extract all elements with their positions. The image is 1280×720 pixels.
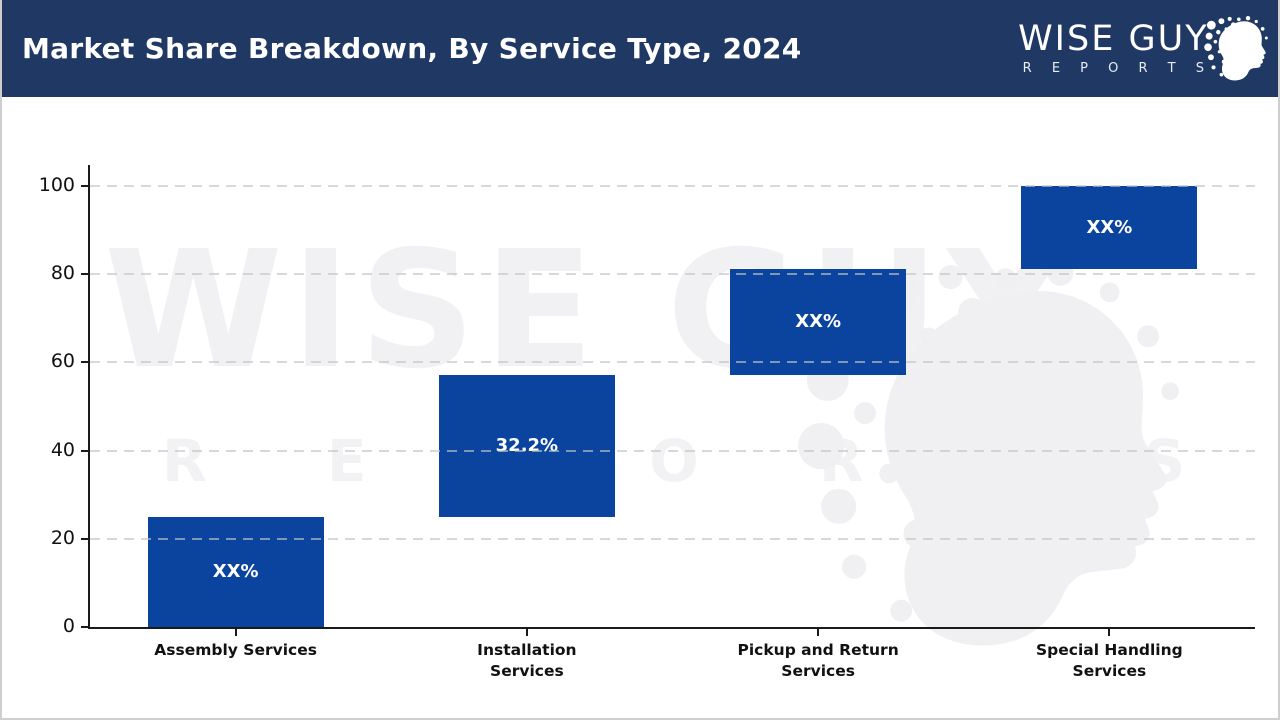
page-title: Market Share Breakdown, By Service Type,… [22, 32, 802, 65]
gridline-20 [90, 537, 1255, 540]
x-axis-category-label: Pickup and Return Services [737, 641, 899, 680]
report-header: Market Share Breakdown, By Service Type,… [2, 0, 1278, 97]
x-axis-tick [817, 628, 820, 636]
y-axis-tick-label: 80 [50, 262, 75, 285]
logo-subtext: R E P O R T S [1022, 60, 1212, 76]
bar-segment: 32.2% [438, 374, 615, 517]
bar-segment: XX% [1021, 186, 1198, 269]
y-axis-tick-label: 20 [50, 526, 75, 549]
y-axis-tick-60 [81, 361, 90, 364]
x-axis-category-label: Special Handling Services [1035, 641, 1183, 680]
logo-text: WISE GUY R E P O R T S [1015, 18, 1212, 76]
y-axis-tick-80 [81, 273, 90, 276]
y-axis-tick-0 [81, 626, 90, 628]
y-axis-tick-label: 0 [62, 615, 75, 637]
y-axis-tick-label: 60 [50, 350, 75, 373]
y-axis-tick-40 [81, 449, 90, 452]
bar-value-label: 32.2% [495, 435, 559, 457]
x-axis-tick [1108, 628, 1111, 636]
y-axis-tick-label: 100 [38, 174, 75, 196]
x-axis-category-label: Assembly Services [154, 641, 317, 659]
logo-face-icon [1204, 9, 1270, 89]
bar-segment: XX% [730, 268, 907, 375]
y-axis-tick-label: 40 [50, 438, 75, 461]
wiseguy-logo: WISE GUY R E P O R T S [1015, 9, 1278, 89]
y-axis-tick-20 [81, 537, 90, 540]
y-axis-line [88, 165, 90, 629]
x-axis-tick [234, 628, 237, 636]
bar-value-label: XX% [212, 561, 259, 583]
gridline-80 [90, 273, 1255, 276]
y-axis-tick-100 [81, 185, 90, 187]
gridline-60 [90, 361, 1255, 364]
bar-segment: XX% [147, 516, 324, 627]
bar-value-label: XX% [795, 311, 842, 333]
logo-wordmark: WISE GUY [1018, 18, 1209, 59]
gridline-40 [90, 449, 1255, 452]
x-axis-tick [525, 628, 528, 636]
gridline-100 [90, 185, 1255, 187]
bar-value-label: XX% [1086, 216, 1133, 238]
x-axis-line [88, 627, 1255, 629]
x-axis-category-label: Installation Services [477, 641, 577, 680]
